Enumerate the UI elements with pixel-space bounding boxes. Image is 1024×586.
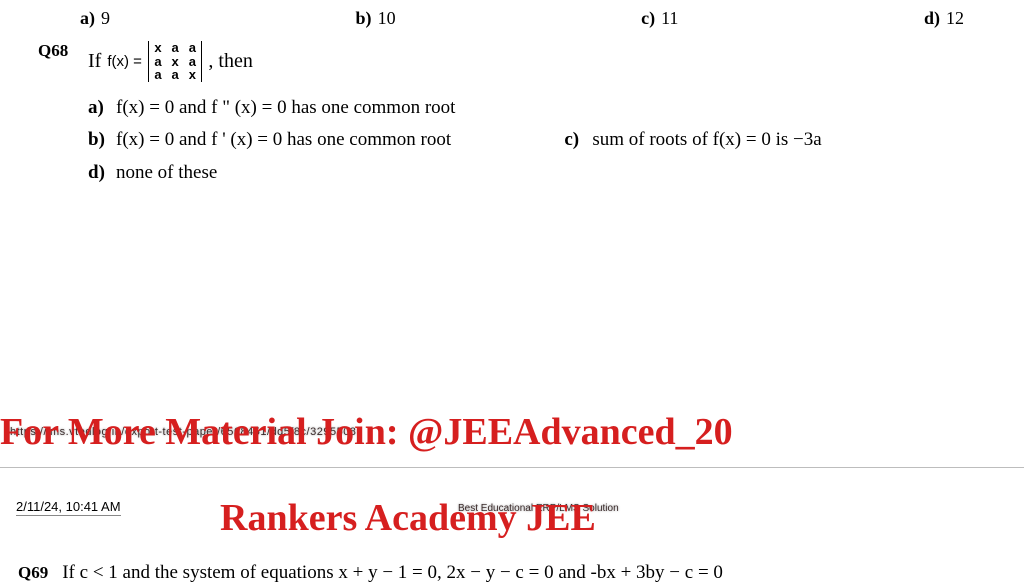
option-b: b) 10 xyxy=(356,8,396,29)
option-label: a) xyxy=(88,92,116,124)
option-text: f(x) = 0 and f ' (x) = 0 has one common … xyxy=(116,124,451,156)
det-cell: x xyxy=(184,68,201,82)
det-cell: a xyxy=(167,41,184,55)
determinant: xaa axa aax xyxy=(148,41,202,82)
prev-question-options: a) 9 b) 10 c) 11 d) 12 xyxy=(20,8,1004,29)
option-text: none of these xyxy=(116,157,217,189)
option-label: d) xyxy=(924,8,940,28)
question-number: Q68 xyxy=(38,41,68,61)
if-text: If xyxy=(88,50,101,73)
q68-option-d: d)none of these xyxy=(88,157,1004,189)
q68-options: a)f(x) = 0 and f " (x) = 0 has one commo… xyxy=(88,92,1004,189)
option-label: a) xyxy=(80,8,95,28)
det-cell: a xyxy=(167,68,184,82)
question-stem: If f(x) = xaa axa aax , then xyxy=(88,41,1004,82)
option-label: b) xyxy=(356,8,372,28)
option-value: 12 xyxy=(946,8,964,28)
question-number: Q69 xyxy=(18,563,48,582)
option-d: d) 12 xyxy=(924,8,964,29)
option-a: a) 9 xyxy=(80,8,110,29)
question-68: Q68 If f(x) = xaa axa aax , then xyxy=(20,41,1004,189)
question-text: If c < 1 and the system of equations x +… xyxy=(62,562,723,583)
det-right-bar xyxy=(201,41,202,82)
option-value: 9 xyxy=(101,8,110,28)
fx-equals: f(x) = xyxy=(107,53,142,70)
option-label: b) xyxy=(88,124,116,156)
option-value: 10 xyxy=(378,8,396,28)
option-text: f(x) = 0 and f " (x) = 0 has one common … xyxy=(116,92,455,124)
option-text: sum of roots of f(x) = 0 is −3a xyxy=(592,124,821,156)
divider xyxy=(0,467,1024,468)
det-cell: a xyxy=(184,41,201,55)
print-timestamp: 2/11/24, 10:41 AM xyxy=(16,499,121,516)
then-text: , then xyxy=(208,50,252,73)
q68-option-c: c)sum of roots of f(x) = 0 is −3a xyxy=(564,124,1004,156)
det-matrix: xaa axa aax xyxy=(149,41,201,82)
det-cell: a xyxy=(149,68,166,82)
option-label: c) xyxy=(564,124,592,156)
question-69-partial: Q69 If c < 1 and the system of equations … xyxy=(18,562,723,584)
option-c: c) 11 xyxy=(641,8,678,29)
promo-banner: For More Material Join: @JEEAdvanced_20 xyxy=(0,410,1024,454)
det-cell: x xyxy=(149,41,166,55)
det-cell: a xyxy=(149,55,166,69)
option-value: 11 xyxy=(661,8,678,28)
option-label: d) xyxy=(88,157,116,189)
det-cell: x xyxy=(167,55,184,69)
option-label: c) xyxy=(641,8,655,28)
q68-option-a: a)f(x) = 0 and f " (x) = 0 has one commo… xyxy=(88,92,1004,124)
footer-title: Rankers Academy JEE xyxy=(220,496,596,540)
det-cell: a xyxy=(184,55,201,69)
q68-option-b: b)f(x) = 0 and f ' (x) = 0 has one commo… xyxy=(88,124,564,156)
